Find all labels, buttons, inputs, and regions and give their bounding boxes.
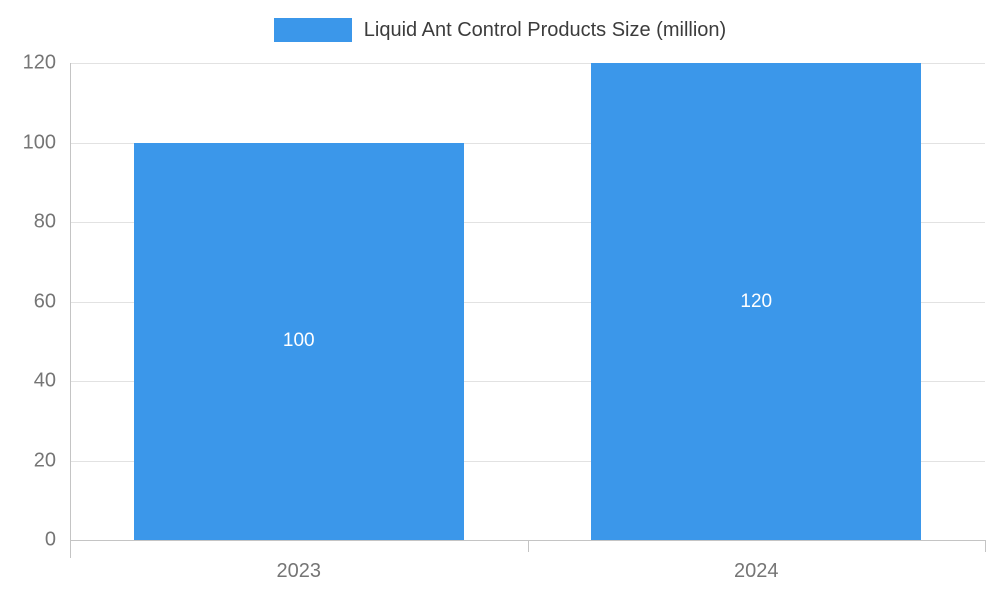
gridline — [70, 381, 985, 382]
gridline — [70, 460, 985, 462]
y-axis-tick-label: 60 — [33, 290, 56, 312]
y-axis-tick-label: 80 — [33, 210, 56, 233]
bar-2023 — [133, 142, 464, 540]
x-axis-tick — [985, 540, 986, 552]
y-axis-tick-label: 20 — [33, 449, 56, 471]
x-axis-tick-label: 2024 — [734, 560, 779, 582]
legend-label: Liquid Ant Control Products Size (millio… — [363, 18, 727, 41]
x-axis-tick-label: 2023 — [276, 560, 322, 582]
y-axis-tick-label: 120 — [22, 51, 56, 74]
gridline — [70, 63, 985, 64]
legend-swatch — [273, 18, 352, 42]
x-axis-tick — [527, 540, 529, 552]
bar-2024 — [591, 63, 922, 540]
gridline — [70, 301, 985, 303]
y-axis-tick-label: 40 — [33, 369, 56, 392]
bar-value-label: 120 — [740, 290, 773, 312]
gridline — [70, 222, 985, 223]
y-axis-tick-label: 100 — [22, 131, 56, 153]
y-axis-tick-label: 0 — [44, 528, 56, 551]
gridline — [70, 142, 985, 144]
chart-legend: Liquid Ant Control Products Size (millio… — [0, 18, 1000, 42]
bar-value-label: 100 — [282, 330, 315, 352]
y-axis-line — [70, 63, 71, 558]
